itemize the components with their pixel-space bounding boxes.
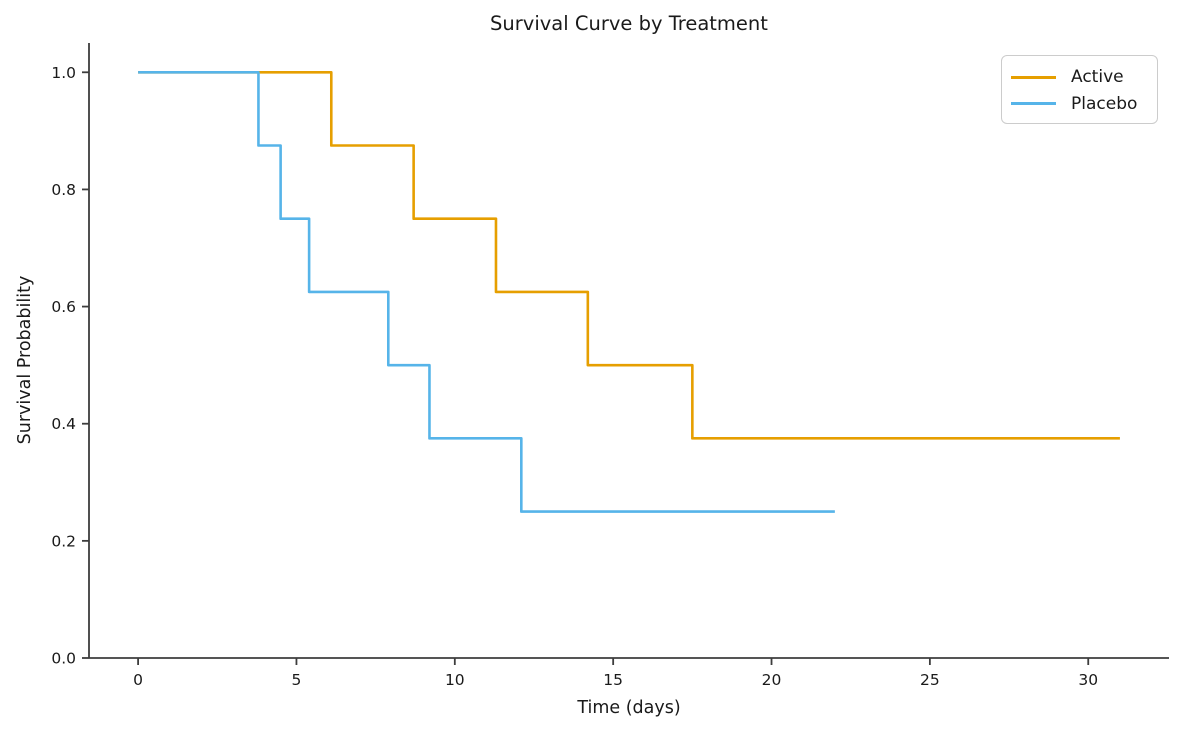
legend-line-sample-active — [1011, 75, 1056, 79]
legend-line-sample-placebo — [1011, 102, 1056, 106]
x-tick-label: 0 — [133, 671, 143, 689]
x-tick-label: 5 — [292, 671, 302, 689]
series-line-active — [138, 70, 1120, 440]
legend-label-active: Active — [1071, 67, 1124, 88]
x-tick-label: 10 — [445, 671, 465, 689]
y-tick-label: 0.8 — [51, 181, 76, 199]
legend-entry-active: Active — [1011, 64, 1145, 90]
x-tick-label: 20 — [762, 671, 782, 689]
chart-title: Survival Curve by Treatment — [490, 12, 768, 35]
x-tick-label: 25 — [920, 671, 940, 689]
legend-label-placebo: Placebo — [1071, 93, 1138, 114]
legend-box: Active Placebo — [1001, 55, 1158, 124]
x-tick-label: 30 — [1078, 671, 1098, 689]
y-axis-label: Survival Probability — [15, 275, 35, 445]
y-tick-label: 0.4 — [51, 415, 76, 433]
legend-entry-placebo: Placebo — [1011, 91, 1145, 117]
x-tick-label: 15 — [603, 671, 623, 689]
y-tick-label: 0.6 — [51, 298, 76, 316]
series-line-placebo — [138, 70, 835, 513]
y-tick-label: 0.2 — [51, 532, 76, 550]
y-tick-label: 1.0 — [51, 64, 76, 82]
x-axis-label: Time (days) — [577, 698, 681, 718]
y-tick-label: 0.0 — [51, 650, 76, 668]
